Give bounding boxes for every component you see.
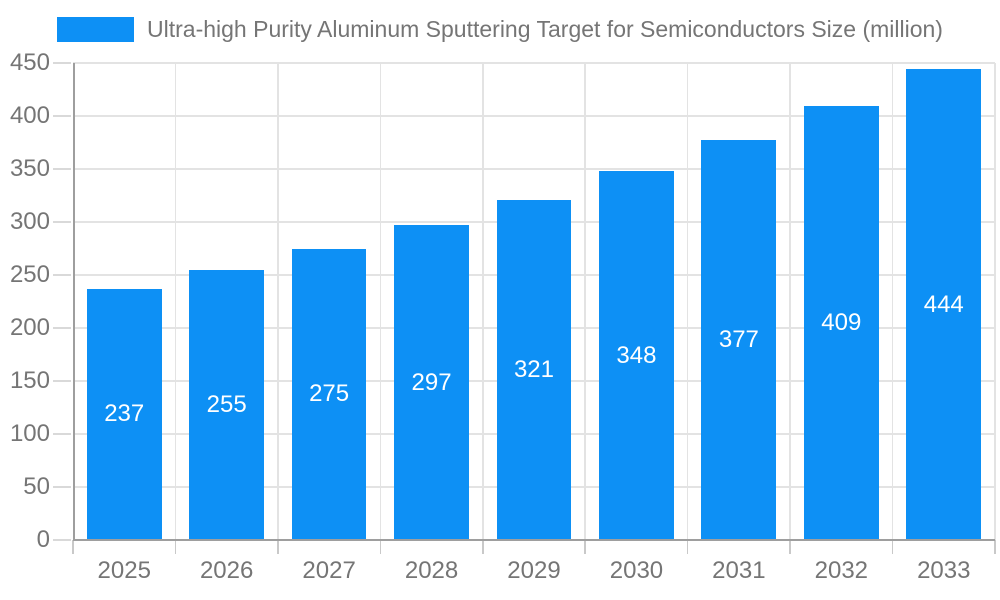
y-tick-mark-200 bbox=[53, 327, 71, 329]
x-tick-mark-1 bbox=[174, 540, 177, 554]
x-axis-line bbox=[73, 539, 995, 541]
bar-band-2033: 444 bbox=[893, 63, 995, 540]
y-tick-label-50: 50 bbox=[23, 473, 50, 500]
chart-legend[interactable]: Ultra-high Purity Aluminum Sputtering Ta… bbox=[0, 16, 1000, 43]
bar-value-label-2033: 444 bbox=[923, 290, 964, 318]
bar-band-2026: 255 bbox=[175, 63, 277, 540]
legend-label: Ultra-high Purity Aluminum Sputtering Ta… bbox=[147, 16, 943, 42]
bar-2027: 275 bbox=[291, 248, 367, 540]
y-gridline-400 bbox=[73, 115, 995, 117]
bar-2031: 377 bbox=[701, 140, 777, 540]
y-tick-mark-400 bbox=[53, 115, 71, 117]
bar-value-label-2027: 275 bbox=[309, 380, 350, 408]
bar-value-label-2025: 237 bbox=[104, 400, 145, 428]
y-tick-mark-100 bbox=[53, 433, 71, 435]
x-gridline-8 bbox=[891, 63, 894, 540]
x-tick-mark-6 bbox=[686, 540, 689, 554]
x-tick-label-2033: 2033 bbox=[917, 557, 971, 584]
x-tick-label-2031: 2031 bbox=[712, 557, 766, 584]
x-tick-label-2026: 2026 bbox=[199, 557, 254, 584]
bar-2029: 321 bbox=[496, 199, 572, 540]
x-gridline-9 bbox=[994, 63, 996, 540]
y-tick-mark-300 bbox=[53, 221, 71, 223]
bar-2025: 237 bbox=[86, 288, 162, 540]
bar-2026: 255 bbox=[189, 269, 265, 540]
x-gridline-3 bbox=[379, 63, 382, 540]
y-tick-label-100: 100 bbox=[9, 420, 50, 447]
x-tick-label-2025: 2025 bbox=[97, 557, 151, 584]
bar-value-label-2030: 348 bbox=[616, 341, 657, 369]
bar-value-label-2032: 409 bbox=[821, 309, 862, 337]
y-tick-label-350: 350 bbox=[9, 155, 50, 182]
x-tick-mark-2 bbox=[277, 540, 279, 554]
bar-2033: 444 bbox=[906, 69, 982, 540]
y-gridline-350 bbox=[73, 168, 995, 170]
y-tick-mark-0 bbox=[53, 539, 71, 541]
x-tick-mark-3 bbox=[379, 540, 382, 554]
bar-value-label-2029: 321 bbox=[513, 355, 554, 383]
y-tick-mark-150 bbox=[53, 380, 71, 382]
y-tick-label-400: 400 bbox=[9, 102, 50, 129]
bar-band-2028: 297 bbox=[380, 63, 482, 540]
bar-value-label-2031: 377 bbox=[718, 326, 759, 354]
y-tick-mark-50 bbox=[53, 486, 71, 488]
y-tick-label-250: 250 bbox=[9, 261, 50, 288]
bar-band-2027: 275 bbox=[278, 63, 380, 540]
x-gridline-2 bbox=[277, 63, 279, 540]
y-gridline-450 bbox=[73, 62, 995, 64]
x-tick-label-2032: 2032 bbox=[814, 557, 869, 584]
plot-area: 0 50 100 150 200 250 300 350 400 450 237 2025 255 202… bbox=[10, 50, 996, 584]
x-tick-mark-4 bbox=[482, 540, 484, 554]
y-axis-line bbox=[73, 63, 75, 540]
y-tick-label-450: 450 bbox=[9, 49, 50, 76]
bar-band-2030: 348 bbox=[585, 63, 687, 540]
x-tick-mark-8 bbox=[891, 540, 894, 554]
bar-value-label-2028: 297 bbox=[411, 368, 452, 396]
x-gridline-6 bbox=[686, 63, 689, 540]
bar-value-label-2026: 255 bbox=[206, 390, 247, 418]
y-tick-mark-450 bbox=[53, 62, 71, 64]
x-tick-mark-9 bbox=[994, 540, 996, 554]
y-tick-label-200: 200 bbox=[9, 314, 50, 341]
x-gridline-1 bbox=[174, 63, 177, 540]
legend-swatch-icon bbox=[57, 17, 135, 42]
x-tick-label-2028: 2028 bbox=[404, 557, 459, 584]
bar-2030: 348 bbox=[599, 171, 674, 540]
x-tick-mark-0 bbox=[72, 540, 74, 554]
y-tick-label-150: 150 bbox=[9, 367, 50, 394]
bar-band-2025: 237 bbox=[73, 63, 175, 540]
bar-band-2029: 321 bbox=[483, 63, 585, 540]
bar-2032: 409 bbox=[803, 106, 879, 540]
bar-band-2031: 377 bbox=[688, 63, 790, 540]
bar-band-2032: 409 bbox=[790, 63, 892, 540]
x-tick-label-2029: 2029 bbox=[507, 557, 561, 584]
y-tick-label-0: 0 bbox=[36, 526, 50, 553]
x-tick-mark-5 bbox=[584, 540, 586, 554]
y-tick-mark-350 bbox=[53, 168, 71, 170]
x-tick-label-2030: 2030 bbox=[609, 557, 664, 584]
x-gridline-5 bbox=[584, 63, 586, 540]
x-gridline-4 bbox=[482, 63, 484, 540]
x-gridline-7 bbox=[789, 63, 791, 540]
x-tick-label-2027: 2027 bbox=[302, 557, 356, 584]
x-tick-mark-7 bbox=[789, 540, 791, 554]
y-tick-mark-250 bbox=[53, 274, 71, 276]
bar-2028: 297 bbox=[394, 225, 469, 540]
y-tick-label-300: 300 bbox=[9, 208, 50, 235]
